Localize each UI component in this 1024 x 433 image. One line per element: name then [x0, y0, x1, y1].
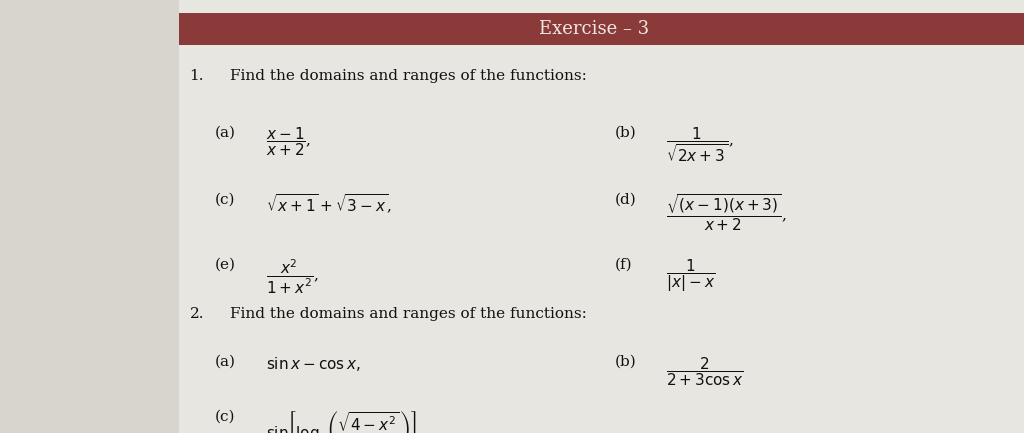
- Text: $\sqrt{x+1}+\sqrt{3-x}$,: $\sqrt{x+1}+\sqrt{3-x}$,: [266, 193, 391, 216]
- Text: (c): (c): [215, 193, 236, 207]
- Text: (a): (a): [215, 126, 237, 139]
- Text: 2.: 2.: [189, 307, 204, 321]
- Text: Find the domains and ranges of the functions:: Find the domains and ranges of the funct…: [230, 307, 588, 321]
- Text: $\dfrac{x-1}{x+2}$,: $\dfrac{x-1}{x+2}$,: [266, 126, 311, 158]
- Text: (a): (a): [215, 355, 237, 369]
- Text: (b): (b): [614, 126, 636, 139]
- Bar: [179, 0, 1024, 433]
- Text: (d): (d): [614, 193, 636, 207]
- Text: $\dfrac{2}{2+3\cos x}$: $\dfrac{2}{2+3\cos x}$: [666, 355, 743, 388]
- Text: $\dfrac{1}{\sqrt{2x+3}}$,: $\dfrac{1}{\sqrt{2x+3}}$,: [666, 126, 733, 165]
- Text: (b): (b): [614, 355, 636, 369]
- Text: Find the domains and ranges of the functions:: Find the domains and ranges of the funct…: [230, 69, 588, 83]
- Text: $\sin x - \cos x,$: $\sin x - \cos x,$: [266, 355, 360, 373]
- Text: 1.: 1.: [189, 69, 204, 83]
- Text: $\sin\!\left[\log_e\!\left(\dfrac{\sqrt{4-x^2}}{1-x}\right)\right].$: $\sin\!\left[\log_e\!\left(\dfrac{\sqrt{…: [266, 409, 424, 433]
- Text: $\dfrac{1}{|x|-x}$: $\dfrac{1}{|x|-x}$: [666, 258, 715, 294]
- Bar: [179, 13, 1024, 45]
- Text: (e): (e): [215, 258, 237, 271]
- Text: $\dfrac{x^2}{1+x^2}$,: $\dfrac{x^2}{1+x^2}$,: [266, 258, 318, 296]
- Text: (f): (f): [614, 258, 632, 271]
- Text: (c): (c): [215, 409, 236, 423]
- Bar: [0, 0, 179, 433]
- Text: Exercise – 3: Exercise – 3: [539, 20, 649, 38]
- Text: $\dfrac{\sqrt{(x-1)(x+3)}}{x+2}$,: $\dfrac{\sqrt{(x-1)(x+3)}}{x+2}$,: [666, 193, 786, 233]
